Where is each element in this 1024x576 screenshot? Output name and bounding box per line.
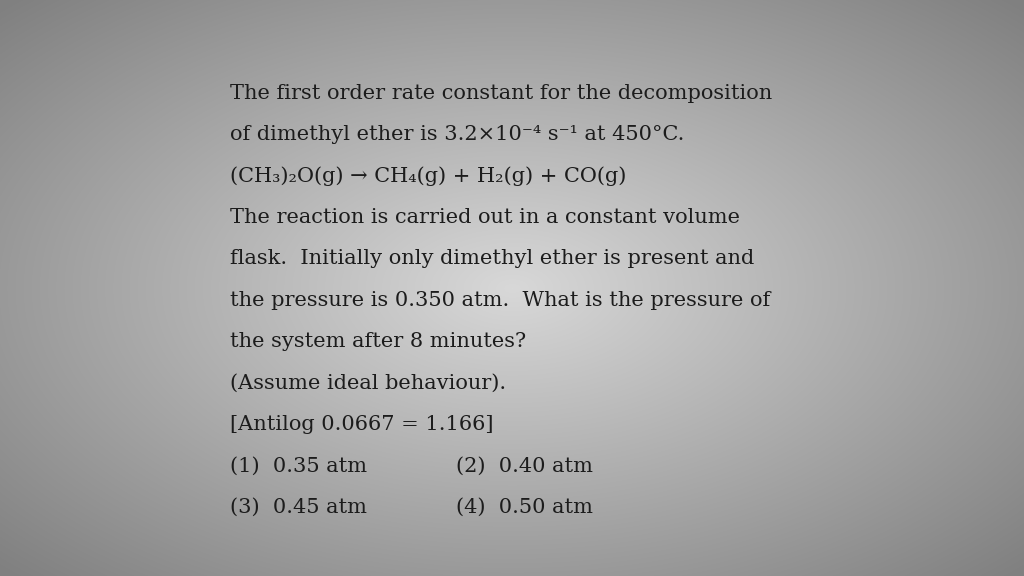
Text: (Assume ideal behaviour).: (Assume ideal behaviour).: [230, 374, 507, 393]
Text: flask.  Initially only dimethyl ether is present and: flask. Initially only dimethyl ether is …: [230, 249, 755, 268]
Text: The first order rate constant for the decomposition: The first order rate constant for the de…: [230, 84, 773, 103]
Text: (1)  0.35 atm: (1) 0.35 atm: [230, 457, 368, 476]
Text: (2)  0.40 atm: (2) 0.40 atm: [456, 457, 593, 476]
Text: The reaction is carried out in a constant volume: The reaction is carried out in a constan…: [230, 208, 740, 227]
Text: the pressure is 0.350 atm.  What is the pressure of: the pressure is 0.350 atm. What is the p…: [230, 291, 771, 310]
Text: the system after 8 minutes?: the system after 8 minutes?: [230, 332, 526, 351]
Text: of dimethyl ether is 3.2×10⁻⁴ s⁻¹ at 450°C.: of dimethyl ether is 3.2×10⁻⁴ s⁻¹ at 450…: [230, 125, 685, 144]
Text: (3)  0.45 atm: (3) 0.45 atm: [230, 498, 368, 517]
Text: (CH₃)₂O(g) → CH₄(g) + H₂(g) + CO(g): (CH₃)₂O(g) → CH₄(g) + H₂(g) + CO(g): [230, 166, 627, 186]
Text: (4)  0.50 atm: (4) 0.50 atm: [456, 498, 593, 517]
Text: [Antilog 0.0667 = 1.166]: [Antilog 0.0667 = 1.166]: [230, 415, 494, 434]
